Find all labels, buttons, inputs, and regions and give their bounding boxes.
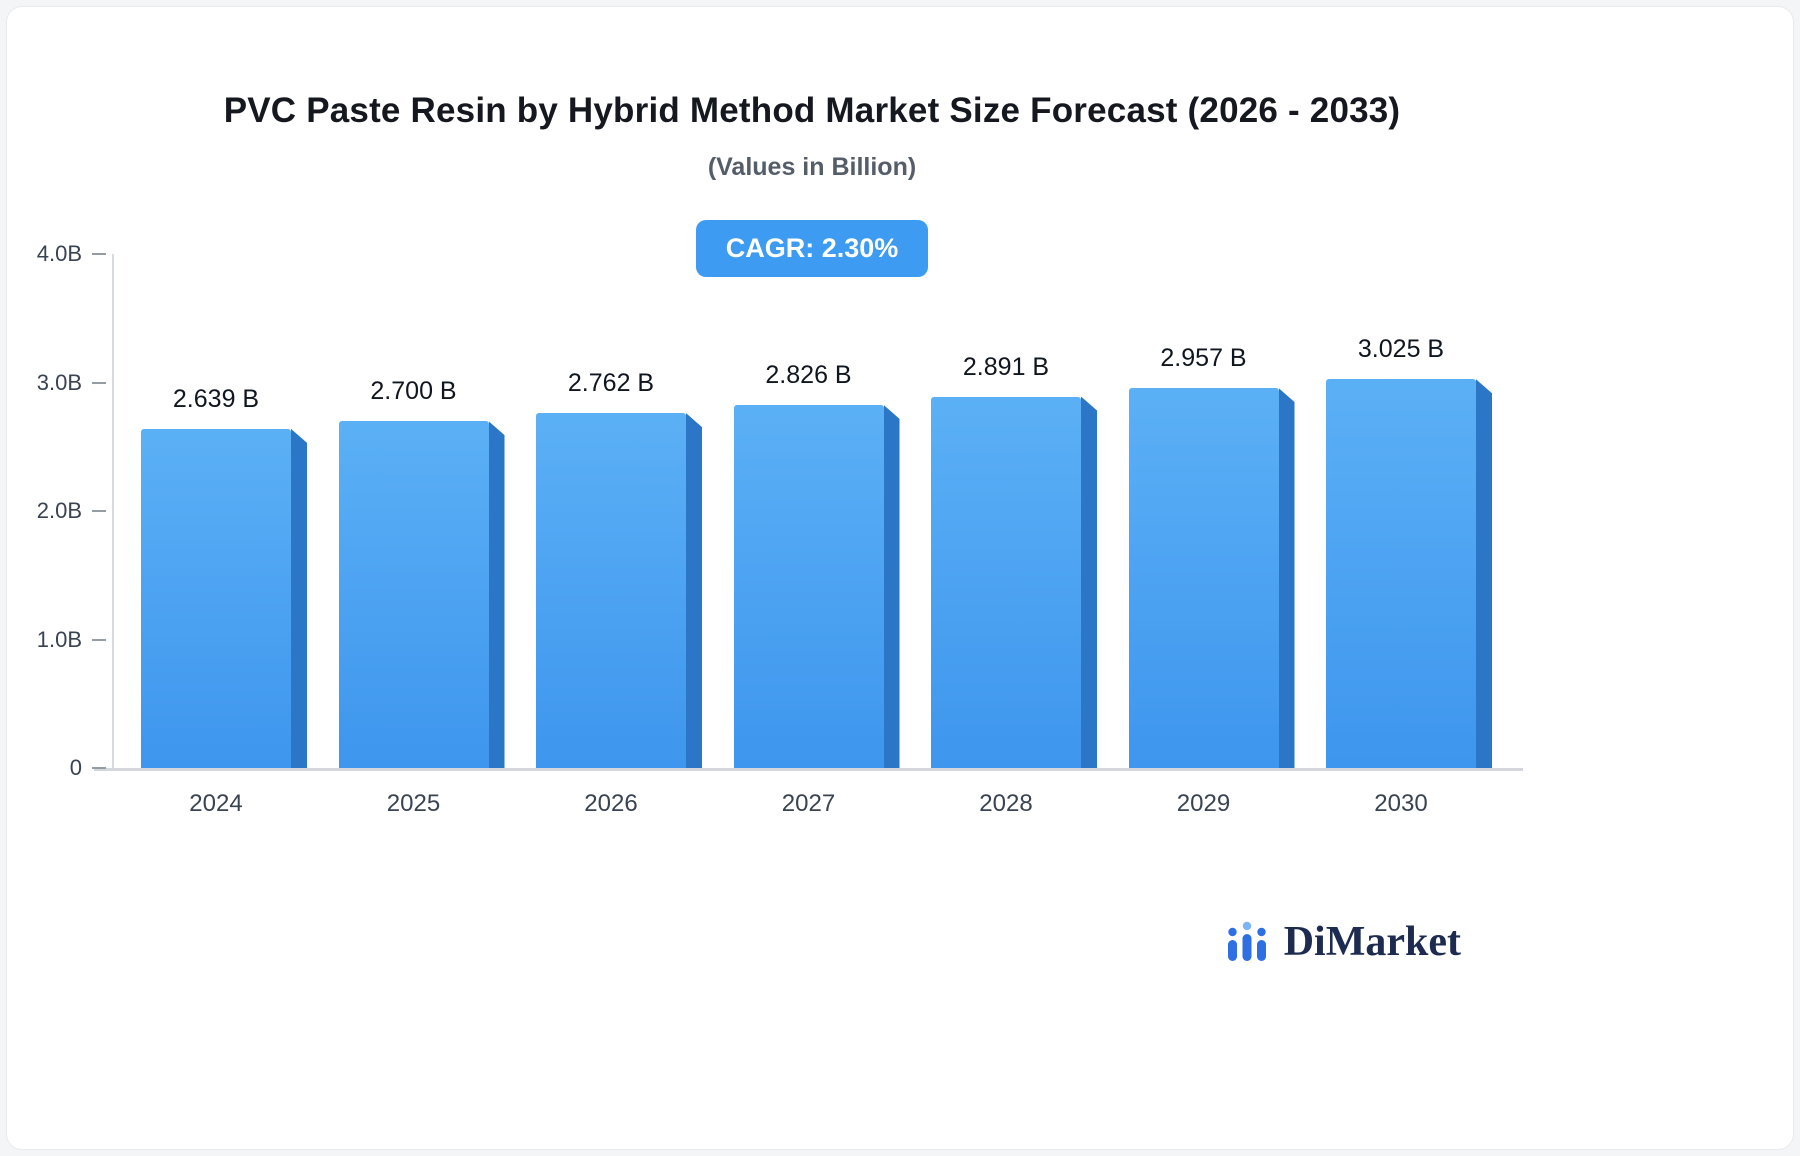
y-axis-tick-1.0B: 1.0B <box>37 627 106 653</box>
y-axis-tick-mark <box>92 253 106 255</box>
bar-face-2025 <box>338 421 489 768</box>
chart-subtitle: (Values in Billion) <box>707 153 917 181</box>
dimarket-logo: DiMarket <box>1224 919 1461 963</box>
logo-text: DiMarket <box>1283 919 1461 965</box>
bar-face-2030 <box>1326 379 1476 768</box>
bar-side-2030 <box>1476 379 1492 768</box>
y-axis-tick-mark <box>92 767 106 769</box>
bar-value-label: 2.957 B <box>1160 344 1247 373</box>
bar-face-2027 <box>733 404 884 768</box>
bar-value-label: 2.891 B <box>962 352 1050 381</box>
bar-2029: 2.957 B 2029 <box>1128 344 1295 817</box>
y-axis-tick-mark <box>92 381 106 384</box>
bar-side-2028 <box>1081 396 1097 768</box>
bar-side-2026 <box>686 413 702 768</box>
bar-face-2024 <box>141 428 291 768</box>
chart-card: PVC Paste Resin by Hybrid Method Market … <box>6 6 1794 1150</box>
bar-value-label: 2.700 B <box>370 377 457 406</box>
bar-side-2029 <box>1278 388 1295 768</box>
bar-value-label: 2.762 B <box>567 369 655 398</box>
y-axis-tick-3.0B: 3.0B <box>37 370 106 396</box>
y-axis-tick-label: 1.0B <box>36 626 82 652</box>
bar-side-2024 <box>291 428 307 768</box>
x-axis-label-2029: 2029 <box>1176 790 1231 817</box>
bar-face-2026 <box>536 413 686 768</box>
bar-face-2028 <box>931 396 1081 768</box>
bar-side-2025 <box>488 421 505 768</box>
bar-2025: 2.700 B 2025 <box>338 377 505 817</box>
bar-value-label: 3.025 B <box>1357 335 1445 364</box>
x-axis-label-2026: 2026 <box>584 790 638 817</box>
cagr-badge: CAGR: 2.30% <box>695 220 929 277</box>
bar-value-label: 2.639 B <box>172 384 260 413</box>
plot-area: 0 1.0B 2.0B 3.0B 4.0B 2.639 B 2024 2.700 B 2025 2… <box>37 241 1523 817</box>
x-axis-label-2028: 2028 <box>979 790 1033 817</box>
bar-face-2029 <box>1128 388 1279 768</box>
bar-2028: 2.891 B 2028 <box>931 353 1097 817</box>
y-axis-tick-4.0B: 4.0B <box>37 241 106 267</box>
x-axis-label-2030: 2030 <box>1374 790 1428 817</box>
x-axis-baseline-extension <box>94 768 114 771</box>
y-axis-tick-label: 0 <box>69 755 82 780</box>
y-axis-tick-label: 2.0B <box>36 498 82 523</box>
bar-2026: 2.762 B 2026 <box>536 369 702 817</box>
chart-title: PVC Paste Resin by Hybrid Method Market … <box>223 91 1401 130</box>
bar-2030: 3.025 B 2030 <box>1326 335 1492 817</box>
bar-side-2027 <box>883 404 900 768</box>
y-axis-tick-mark <box>92 510 106 512</box>
y-axis-tick-label: 3.0B <box>36 369 82 395</box>
y-axis-tick-2.0B: 2.0B <box>37 498 106 524</box>
y-axis-tick-label: 4.0B <box>36 241 82 266</box>
chart-header: PVC Paste Resin by Hybrid Method Market … <box>7 91 1617 277</box>
bar-2024: 2.639 B 2024 <box>141 385 307 817</box>
bar-2027: 2.826 B 2027 <box>733 361 900 817</box>
bar-chart-logo-icon <box>1227 921 1266 961</box>
x-axis-label-2027: 2027 <box>781 790 836 817</box>
x-axis-label-2025: 2025 <box>386 790 441 817</box>
bar-value-label: 2.826 B <box>765 360 852 389</box>
y-axis-tick-mark <box>92 638 106 641</box>
x-axis-label-2024: 2024 <box>189 790 243 817</box>
y-axis-tick-0: 0 <box>70 755 106 781</box>
